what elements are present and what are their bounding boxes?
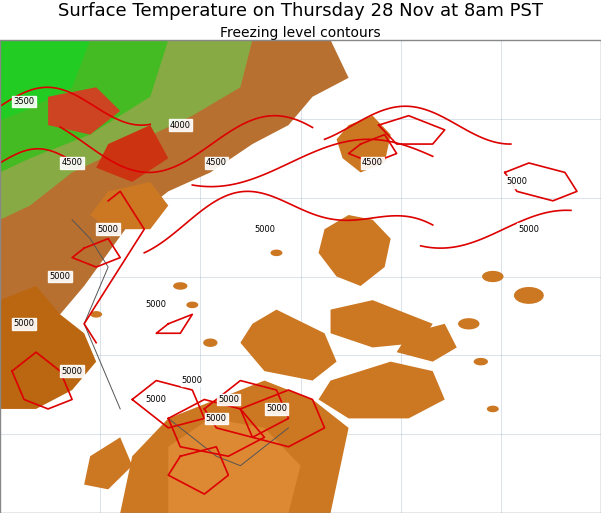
Text: 5000: 5000	[62, 367, 82, 376]
Polygon shape	[331, 300, 433, 347]
Text: 5000: 5000	[519, 225, 539, 234]
Text: 5000: 5000	[146, 395, 166, 404]
Text: 4500: 4500	[62, 159, 82, 167]
Text: 4000: 4000	[170, 121, 191, 130]
Text: 5000: 5000	[206, 414, 227, 423]
Text: 3500: 3500	[13, 97, 35, 106]
Text: 5000: 5000	[50, 272, 70, 281]
Polygon shape	[203, 339, 218, 347]
Text: 5000: 5000	[254, 225, 275, 234]
Text: 5000: 5000	[266, 404, 287, 413]
Text: 5000: 5000	[98, 225, 118, 234]
Polygon shape	[186, 302, 198, 308]
Polygon shape	[514, 287, 544, 304]
Polygon shape	[168, 419, 300, 513]
Polygon shape	[482, 271, 504, 282]
Text: 4500: 4500	[206, 159, 227, 167]
Polygon shape	[270, 249, 282, 256]
Polygon shape	[319, 215, 391, 286]
Text: 5000: 5000	[14, 319, 34, 328]
Polygon shape	[0, 40, 349, 347]
Polygon shape	[458, 318, 480, 329]
Polygon shape	[319, 362, 445, 419]
Polygon shape	[0, 40, 252, 220]
Polygon shape	[90, 182, 168, 229]
Polygon shape	[0, 286, 96, 409]
Text: 5000: 5000	[218, 395, 239, 404]
Polygon shape	[90, 311, 102, 318]
Polygon shape	[48, 87, 120, 134]
Text: Surface Temperature on Thursday 28 Nov at 8am PST: Surface Temperature on Thursday 28 Nov a…	[58, 2, 543, 20]
Polygon shape	[96, 125, 168, 182]
Polygon shape	[487, 406, 499, 412]
Polygon shape	[474, 358, 488, 365]
Polygon shape	[84, 437, 132, 489]
Text: 5000: 5000	[507, 177, 527, 186]
Text: 5000: 5000	[146, 301, 166, 309]
Polygon shape	[397, 324, 457, 362]
Text: Freezing level contours: Freezing level contours	[220, 26, 381, 40]
Text: 5000: 5000	[182, 376, 203, 385]
Polygon shape	[0, 40, 90, 121]
Polygon shape	[337, 115, 391, 172]
Polygon shape	[240, 310, 337, 381]
Polygon shape	[0, 40, 168, 172]
Polygon shape	[173, 282, 188, 290]
Polygon shape	[120, 381, 349, 513]
Text: 4500: 4500	[362, 159, 383, 167]
